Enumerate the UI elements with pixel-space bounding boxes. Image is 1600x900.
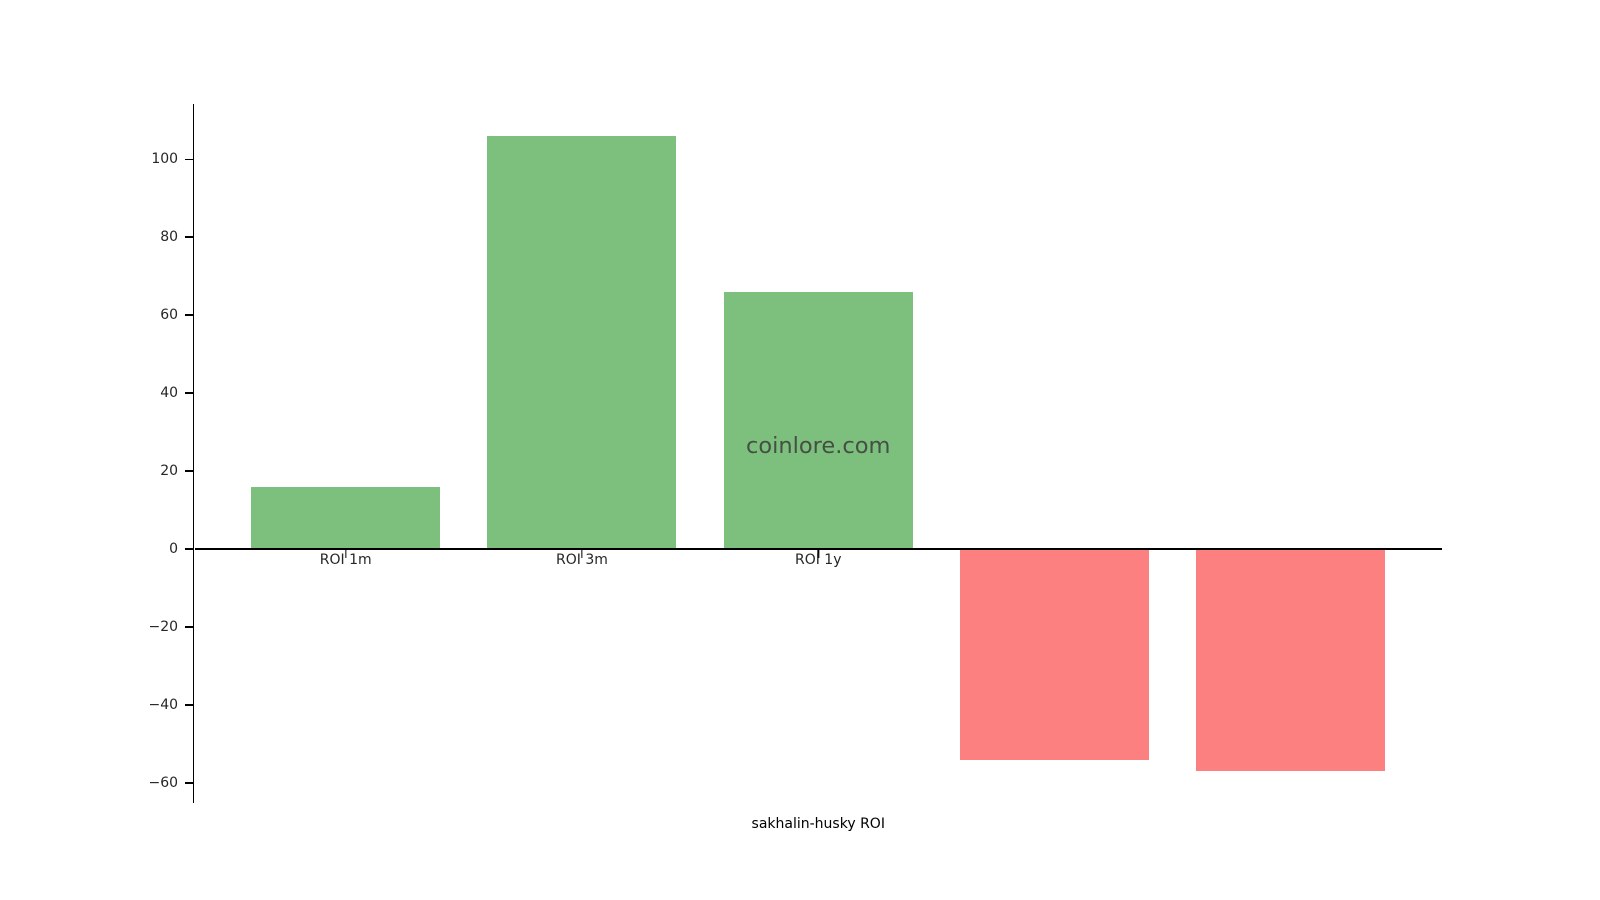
y-tick-label: 80 — [160, 229, 179, 246]
y-tick-mark — [185, 314, 194, 316]
bar-ROI 1m — [251, 486, 441, 549]
bar-ROI 3m — [487, 135, 677, 549]
x-tick-label: ROI 1y — [794, 552, 842, 568]
bar-hidden-3 — [960, 549, 1149, 760]
bar-hidden-4 — [1196, 549, 1386, 772]
y-tick-mark — [185, 782, 194, 784]
y-tick-mark — [185, 704, 194, 706]
y-tick-label: 20 — [160, 463, 179, 480]
chart-title: sakhalin-husky ROI — [751, 816, 885, 832]
x-axis-zero-line — [194, 548, 1442, 550]
y-tick-mark — [185, 392, 194, 394]
x-tick-mark — [817, 549, 819, 558]
y-tick-label: −40 — [148, 696, 179, 713]
y-tick-mark — [185, 470, 194, 472]
y-tick-mark — [185, 158, 194, 160]
y-tick-label: 100 — [151, 151, 179, 168]
y-tick-label: −60 — [148, 774, 179, 791]
y-axis-spine — [193, 104, 195, 803]
y-tick-mark — [185, 548, 194, 550]
y-tick-label: 0 — [169, 541, 179, 557]
y-tick-label: 40 — [160, 385, 179, 402]
y-tick-label: −20 — [148, 618, 179, 635]
bar-ROI 1y — [723, 291, 913, 549]
x-tick-label: ROI 1m — [319, 552, 372, 568]
x-tick-label: ROI 3m — [556, 552, 608, 568]
watermark: coinlore.com — [746, 433, 891, 459]
y-tick-mark — [185, 236, 194, 238]
y-tick-mark — [185, 626, 194, 628]
y-tick-label: 60 — [160, 307, 179, 324]
x-tick-mark — [581, 549, 583, 558]
x-tick-mark — [345, 549, 347, 558]
